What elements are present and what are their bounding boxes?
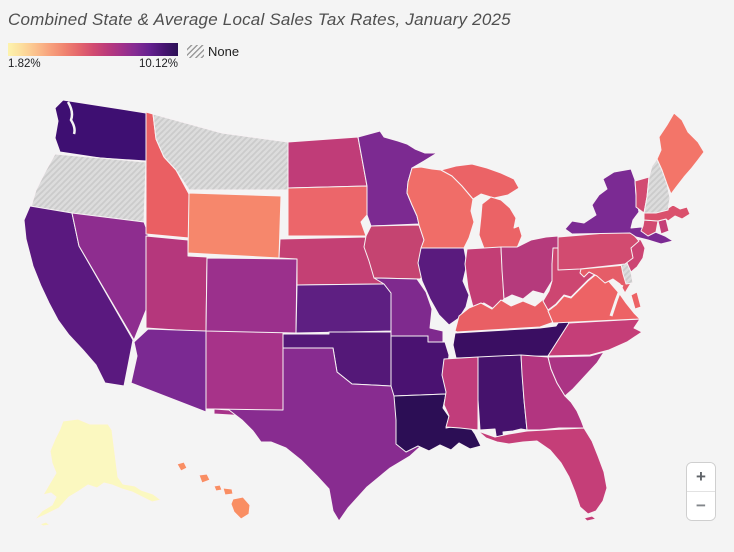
state-hi[interactable]	[213, 484, 223, 492]
state-ks[interactable]	[295, 283, 392, 334]
state-az[interactable]	[130, 328, 207, 413]
state-mi[interactable]	[478, 196, 523, 252]
state-ak[interactable]	[39, 521, 51, 527]
state-va[interactable]	[630, 291, 642, 310]
state-ar[interactable]	[390, 335, 450, 397]
state-sd[interactable]	[287, 185, 368, 237]
state-ak[interactable]	[33, 418, 162, 521]
chesapeake-bay-water	[609, 284, 624, 317]
legend-min-value: 1.82%	[8, 58, 41, 70]
state-nh[interactable]	[643, 158, 671, 214]
state-ut[interactable]	[145, 235, 208, 333]
state-al[interactable]	[477, 354, 528, 443]
states-layer	[23, 99, 705, 527]
color-legend: 1.82% 10.12% None	[0, 40, 320, 74]
state-sc[interactable]	[547, 351, 605, 397]
state-hi[interactable]	[222, 487, 234, 496]
state-oh[interactable]	[500, 235, 559, 300]
state-ny[interactable]	[564, 168, 674, 245]
state-ky[interactable]	[454, 296, 562, 333]
state-in[interactable]	[464, 246, 505, 310]
state-fl[interactable]	[477, 427, 608, 515]
state-hi[interactable]	[230, 496, 251, 520]
state-ri[interactable]	[657, 218, 670, 235]
map-zoom-control: + −	[686, 462, 716, 521]
state-nc[interactable]	[547, 318, 643, 357]
state-co[interactable]	[205, 257, 298, 334]
state-hi[interactable]	[198, 473, 211, 484]
state-wy[interactable]	[187, 192, 282, 259]
state-hi[interactable]	[176, 461, 188, 472]
legend-gradient-bar	[8, 43, 178, 56]
state-mt[interactable]	[152, 113, 289, 191]
puget-sound-water	[66, 101, 76, 135]
state-nd[interactable]	[287, 136, 368, 189]
legend-max-value: 10.12%	[138, 58, 178, 70]
none-label: None	[208, 43, 240, 59]
zoom-out-button[interactable]: −	[687, 492, 715, 520]
state-fl[interactable]	[583, 515, 597, 522]
state-wa[interactable]	[54, 99, 147, 162]
none-hatch-swatch	[187, 44, 204, 58]
page-title: Combined State & Average Local Sales Tax…	[8, 10, 511, 29]
state-ia[interactable]	[363, 224, 429, 280]
state-mi[interactable]	[440, 163, 520, 200]
legend-none-entry: None	[187, 43, 240, 59]
zoom-in-button[interactable]: +	[687, 463, 715, 492]
state-me[interactable]	[656, 112, 705, 195]
state-nm[interactable]	[205, 329, 284, 417]
